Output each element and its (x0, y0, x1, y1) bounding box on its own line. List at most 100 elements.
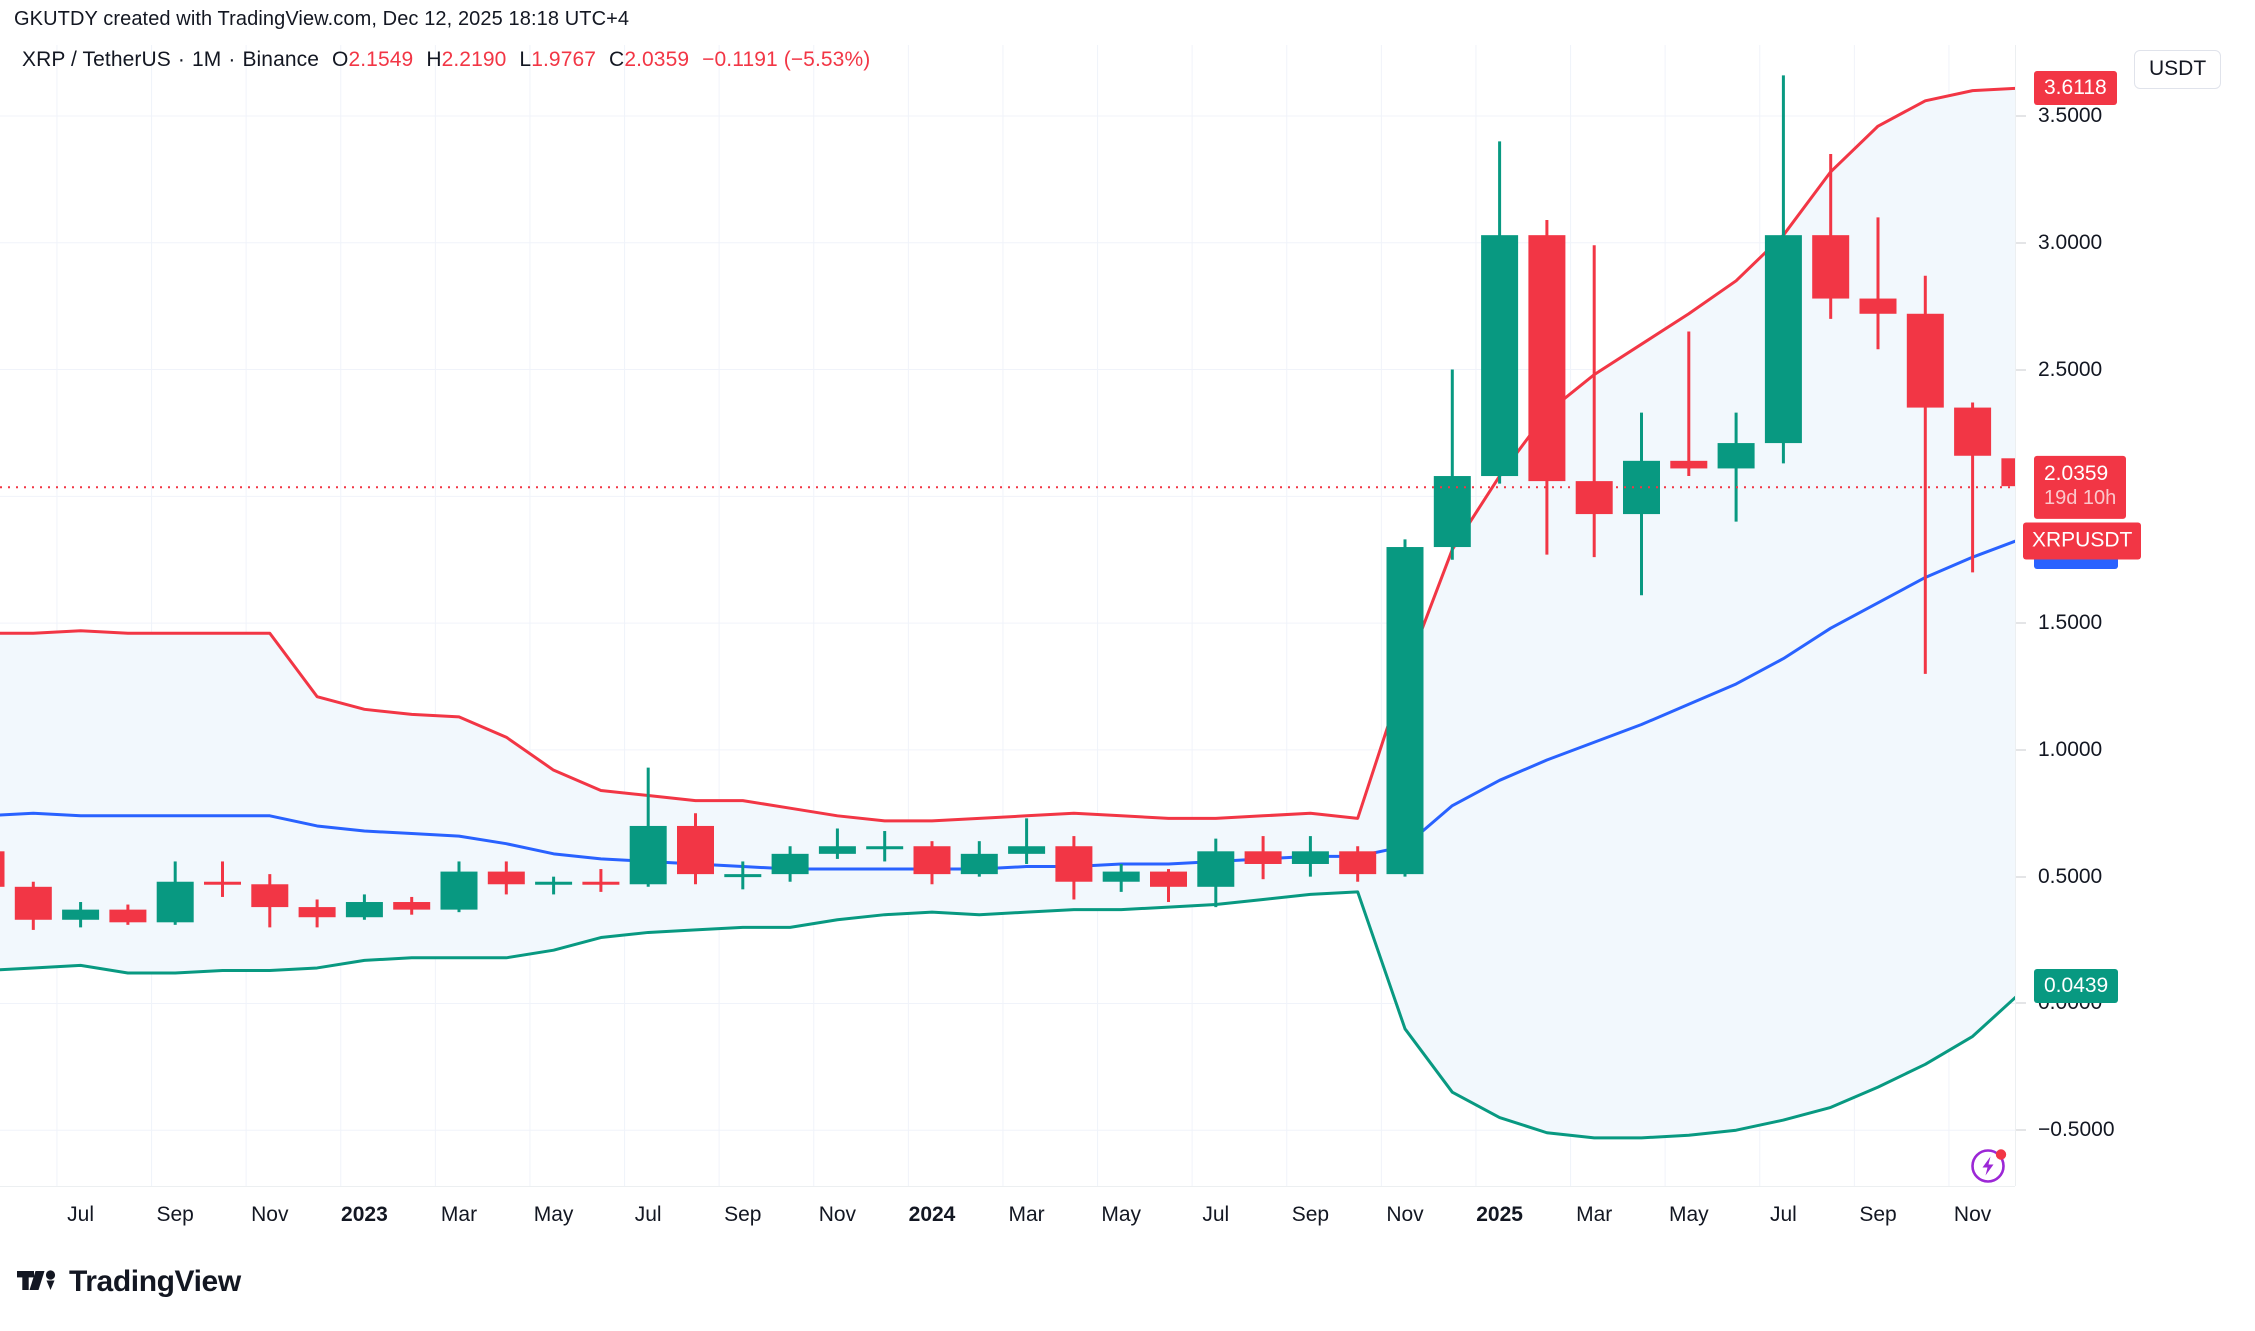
legend-exchange[interactable]: Binance (242, 48, 320, 71)
price-tick-label: 1.5000 (2038, 611, 2103, 635)
candle-body (14, 886, 52, 920)
legend-sep-2: · (228, 48, 236, 71)
price-tick-dash (2016, 115, 2026, 117)
candle-body (629, 825, 667, 885)
candle-body (1197, 851, 1235, 887)
time-tick-label: 2024 (908, 1203, 956, 1226)
candle-body (1055, 846, 1093, 882)
time-tick-label: Mar (1008, 1203, 1045, 1226)
time-tick-label: 2023 (341, 1203, 388, 1226)
legend-interval[interactable]: 1M (191, 48, 222, 71)
time-tick-label: Nov (251, 1203, 289, 1226)
price-scale[interactable]: 3.50003.00002.50001.50001.00000.50000.00… (2015, 45, 2255, 1186)
candle-body (1481, 235, 1519, 477)
candle-body (1717, 443, 1755, 469)
time-scale[interactable]: Jul Sep Nov 2023 Mar May Jul Sep Nov 2024 Mar May Ju… (0, 1186, 2015, 1244)
candle-body (724, 874, 762, 878)
candle-body (1244, 851, 1282, 864)
candle-body (0, 851, 5, 887)
candle-body (1859, 298, 1897, 314)
candle-body (1764, 235, 1802, 444)
legend-high-label: H (426, 48, 442, 71)
candle-body (1102, 871, 1140, 882)
candle-body (156, 881, 194, 923)
candle-body (1008, 846, 1046, 854)
last-price-badge: 2.0359 19d 10h (2034, 456, 2127, 519)
candle-body (2001, 458, 2015, 487)
price-tick-dash (2016, 876, 2026, 878)
time-tick-label: Jul (1202, 1203, 1230, 1226)
lightning-badge-icon[interactable] (1967, 1143, 2011, 1187)
lower-band-line (0, 890, 2015, 1140)
time-tick-label: Nov (818, 1203, 857, 1226)
legend-open-label: O (332, 48, 349, 71)
time-tick-label: Nov (1386, 1203, 1424, 1226)
price-tick-dash (2016, 1002, 2026, 1004)
candle-body (251, 884, 289, 908)
candle-body (1575, 481, 1613, 515)
candle-body (1812, 235, 1850, 299)
legend-symbol[interactable]: XRP / TetherUS (22, 48, 171, 71)
candle-body (345, 902, 383, 918)
time-tick-label: Mar (440, 1203, 478, 1226)
price-tick-dash (2016, 749, 2026, 751)
price-tick-label: 2.5000 (2038, 357, 2103, 381)
legend-close-value: 2.0359 (624, 48, 690, 71)
basis-line (0, 539, 2015, 871)
time-tick-label: Sep (724, 1203, 762, 1226)
time-tick-label: Jul (67, 1203, 95, 1226)
bollinger-band-fill (0, 88, 2015, 1138)
time-tick-label: Mar (1576, 1203, 1613, 1226)
time-tick-label: Sep (156, 1203, 194, 1226)
price-tick-dash (2016, 1129, 2026, 1131)
chart-plot-area[interactable] (0, 45, 2015, 1186)
price-tick-label: −0.5000 (2038, 1118, 2115, 1142)
candle-body (1291, 851, 1329, 864)
candle-body (298, 907, 336, 918)
candle-body (1670, 460, 1708, 469)
candle-body (1386, 547, 1424, 875)
legend-change: −0.1191 (−5.53%) (702, 48, 871, 71)
candle-body (913, 846, 951, 875)
candle-body (1528, 235, 1566, 482)
candle-body (487, 871, 525, 885)
price-tick-dash (2016, 242, 2026, 244)
lower-band-price-badge: 0.0439 (2034, 969, 2119, 1004)
time-tick-label: Sep (1859, 1203, 1897, 1226)
time-tick-label: May (533, 1203, 574, 1226)
legend-open-value: 2.1549 (348, 48, 414, 71)
candle-body (393, 902, 431, 910)
candle-body (440, 871, 478, 910)
chart-canvas (0, 45, 2015, 1186)
currency-chip[interactable]: USDT (2134, 50, 2222, 89)
candle-body (1150, 871, 1187, 887)
time-tick-label: Jul (1769, 1203, 1797, 1226)
candle-body (62, 909, 100, 920)
time-tick-label: Sep (1291, 1203, 1330, 1226)
time-tick-label: May (1101, 1203, 1142, 1226)
last-price-value: 2.0359 (2044, 462, 2109, 486)
candle-body (1906, 313, 1944, 408)
upper-band-line (0, 86, 2015, 823)
candle-body (960, 853, 998, 875)
candle-body (535, 881, 573, 885)
tradingview-footer-logo: TradingView (17, 1265, 241, 1299)
candle-body (677, 825, 714, 875)
tradingview-wordmark: TradingView (69, 1265, 241, 1298)
candle-body (1339, 851, 1377, 875)
price-tick-dash (2016, 369, 2026, 371)
legend-close-label: C (609, 48, 625, 71)
candle-body (818, 846, 856, 854)
time-tick-label: Nov (1953, 1203, 1992, 1226)
chart-frame (0, 45, 2255, 1186)
candle-body (204, 881, 241, 885)
time-tick-label: 2025 (1476, 1203, 1523, 1226)
legend-sep-1: · (177, 48, 185, 71)
tradingview-mark-icon (17, 1270, 56, 1290)
chart-legend[interactable]: XRP / TetherUS · 1M · Binance O2.1549 H2.2190 L… (22, 48, 870, 72)
bar-countdown: 19d 10h (2044, 486, 2117, 509)
price-tick-label: 0.5000 (2038, 864, 2103, 888)
price-tick-label: 1.0000 (2038, 737, 2103, 761)
attribution-text: GKUTDY created with TradingView.com, Dec… (14, 8, 630, 30)
